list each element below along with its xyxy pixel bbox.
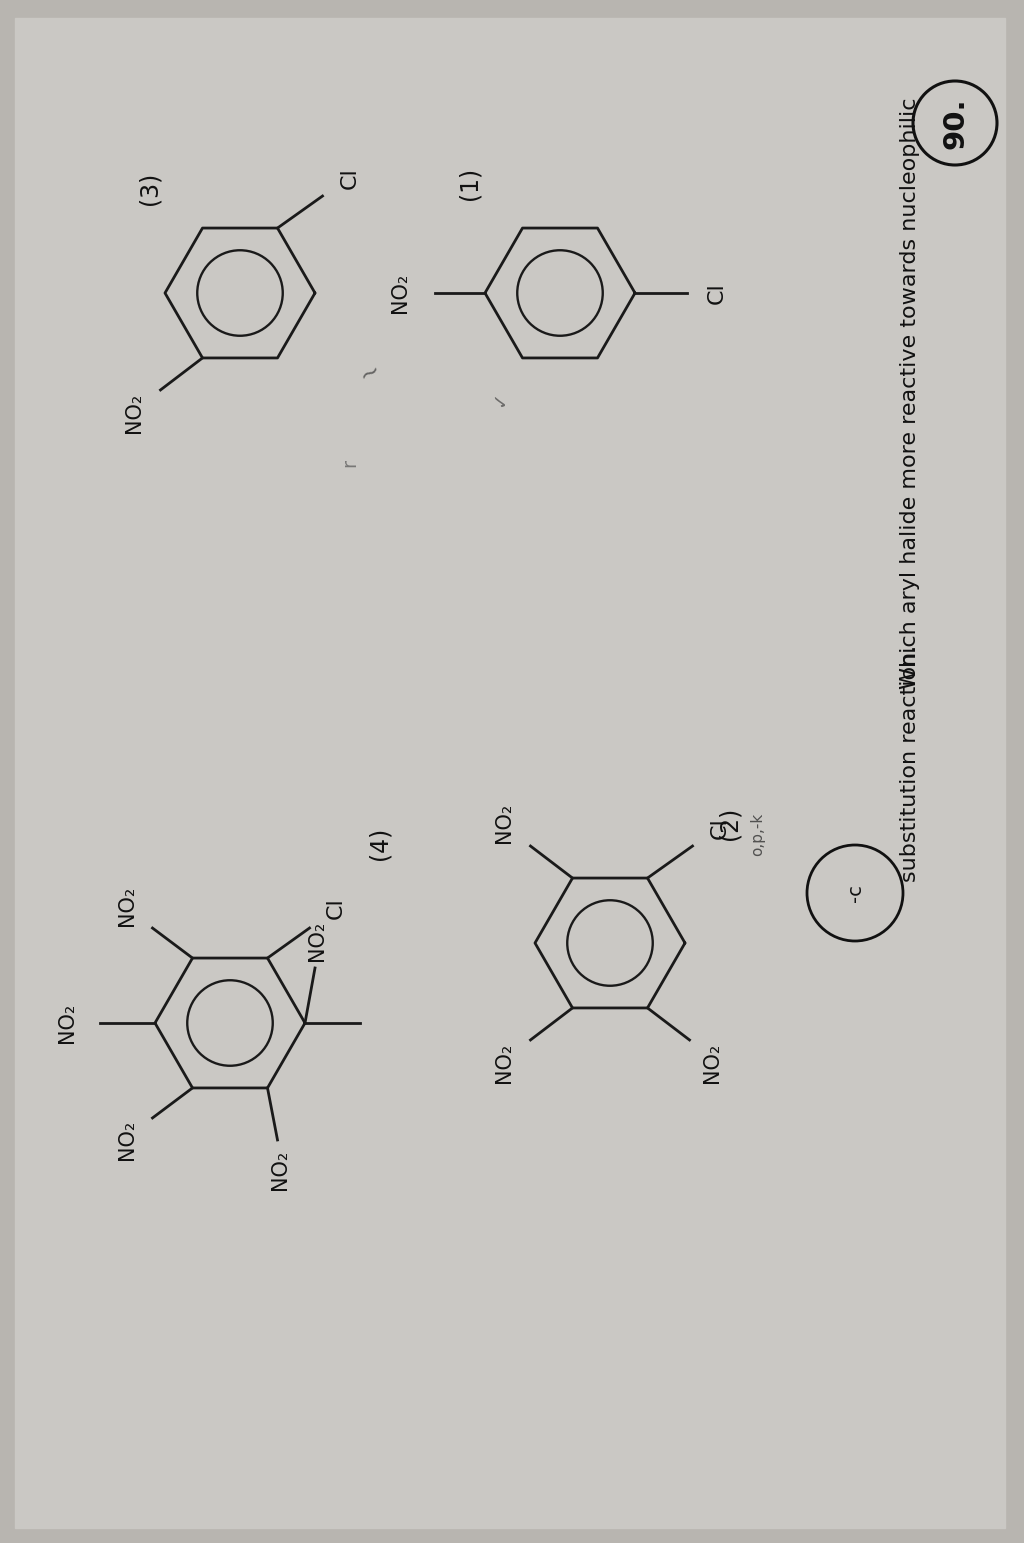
Text: 90.: 90.	[941, 97, 969, 148]
Text: r: r	[340, 458, 359, 468]
Text: NO₂: NO₂	[390, 273, 410, 313]
Text: NO₂: NO₂	[125, 393, 144, 434]
Text: Cl: Cl	[340, 167, 359, 188]
Text: o,p,-k: o,p,-k	[750, 813, 765, 856]
Text: (1): (1)	[458, 167, 482, 199]
Text: (3): (3)	[138, 171, 162, 205]
Text: NO₂: NO₂	[307, 921, 327, 961]
Text: Which aryl halide more reactive towards nucleophilic: Which aryl halide more reactive towards …	[900, 97, 920, 688]
Text: substitution reaction.: substitution reaction.	[900, 645, 920, 881]
Text: -c: -c	[846, 884, 864, 903]
Text: ✓: ✓	[490, 390, 509, 407]
Text: NO₂: NO₂	[118, 1120, 137, 1160]
Text: NO₂: NO₂	[118, 886, 137, 926]
Text: Cl: Cl	[326, 896, 345, 920]
Text: Cl: Cl	[710, 818, 729, 839]
Text: (4): (4)	[368, 827, 392, 859]
Text: NO₂: NO₂	[495, 1043, 514, 1083]
Text: Cl: Cl	[707, 282, 727, 304]
Text: (2): (2)	[718, 807, 742, 839]
Text: NO₂: NO₂	[57, 1003, 77, 1043]
Text: NO₂: NO₂	[702, 1043, 723, 1083]
Text: NO₂: NO₂	[269, 1150, 290, 1190]
Text: ~: ~	[355, 356, 385, 387]
Text: NO₂: NO₂	[495, 802, 514, 842]
